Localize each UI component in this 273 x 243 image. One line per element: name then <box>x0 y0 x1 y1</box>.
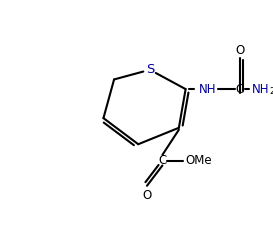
Text: OMe: OMe <box>185 154 212 167</box>
Text: NH: NH <box>252 83 270 95</box>
Text: C: C <box>236 83 244 95</box>
Text: C: C <box>158 154 167 167</box>
Text: 2: 2 <box>270 87 273 95</box>
Text: O: O <box>142 189 152 202</box>
Text: S: S <box>146 63 154 76</box>
Text: O: O <box>235 44 244 57</box>
Text: NH: NH <box>199 83 216 95</box>
